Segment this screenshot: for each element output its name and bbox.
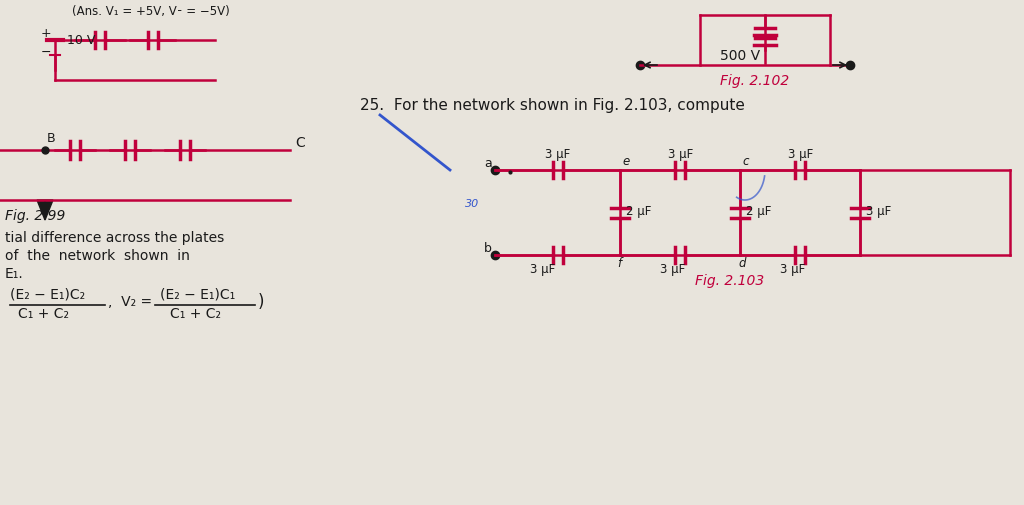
Text: +: + bbox=[41, 27, 51, 40]
Text: C₁ + C₂: C₁ + C₂ bbox=[170, 307, 221, 321]
Text: 3 μF: 3 μF bbox=[668, 148, 693, 161]
Text: 10 V: 10 V bbox=[67, 33, 95, 46]
Text: (Ans. V₁ = +5V, V⁃ = −5V): (Ans. V₁ = +5V, V⁃ = −5V) bbox=[72, 5, 229, 18]
Text: e: e bbox=[622, 155, 630, 168]
Text: C₁ + C₂: C₁ + C₂ bbox=[18, 307, 69, 321]
Text: (E₂ − E₁)C₁: (E₂ − E₁)C₁ bbox=[160, 287, 236, 301]
Text: a: a bbox=[484, 157, 492, 170]
Text: C: C bbox=[295, 136, 305, 150]
Text: c: c bbox=[742, 155, 749, 168]
Text: Fig. 2.99: Fig. 2.99 bbox=[5, 209, 66, 223]
Text: tial difference across the plates: tial difference across the plates bbox=[5, 231, 224, 245]
Text: E₁.: E₁. bbox=[5, 267, 24, 281]
Text: 2 μF: 2 μF bbox=[626, 205, 651, 218]
Text: f: f bbox=[617, 257, 622, 270]
Text: Fig. 2.102: Fig. 2.102 bbox=[720, 74, 790, 88]
Text: −: − bbox=[41, 46, 51, 59]
Text: (E₂ − E₁)C₂: (E₂ − E₁)C₂ bbox=[10, 287, 85, 301]
Text: 25.  For the network shown in Fig. 2.103, compute: 25. For the network shown in Fig. 2.103,… bbox=[360, 98, 744, 113]
Polygon shape bbox=[37, 200, 53, 220]
Text: 500 V: 500 V bbox=[720, 49, 760, 63]
Text: 3 μF: 3 μF bbox=[545, 148, 570, 161]
Text: B: B bbox=[47, 132, 55, 145]
Text: 3 μF: 3 μF bbox=[788, 148, 813, 161]
Text: b: b bbox=[484, 242, 492, 255]
Text: Fig. 2.103: Fig. 2.103 bbox=[695, 274, 764, 288]
Text: 3 μF: 3 μF bbox=[660, 263, 685, 276]
Text: 30: 30 bbox=[465, 199, 479, 209]
Text: d: d bbox=[738, 257, 745, 270]
Text: 3 μF: 3 μF bbox=[866, 205, 891, 218]
Text: ): ) bbox=[258, 293, 264, 311]
Text: 2 μF: 2 μF bbox=[746, 205, 771, 218]
Text: of  the  network  shown  in: of the network shown in bbox=[5, 249, 189, 263]
Text: 3 μF: 3 μF bbox=[530, 263, 555, 276]
Text: ,  V₂ =: , V₂ = bbox=[108, 295, 153, 309]
Text: 3 μF: 3 μF bbox=[780, 263, 805, 276]
